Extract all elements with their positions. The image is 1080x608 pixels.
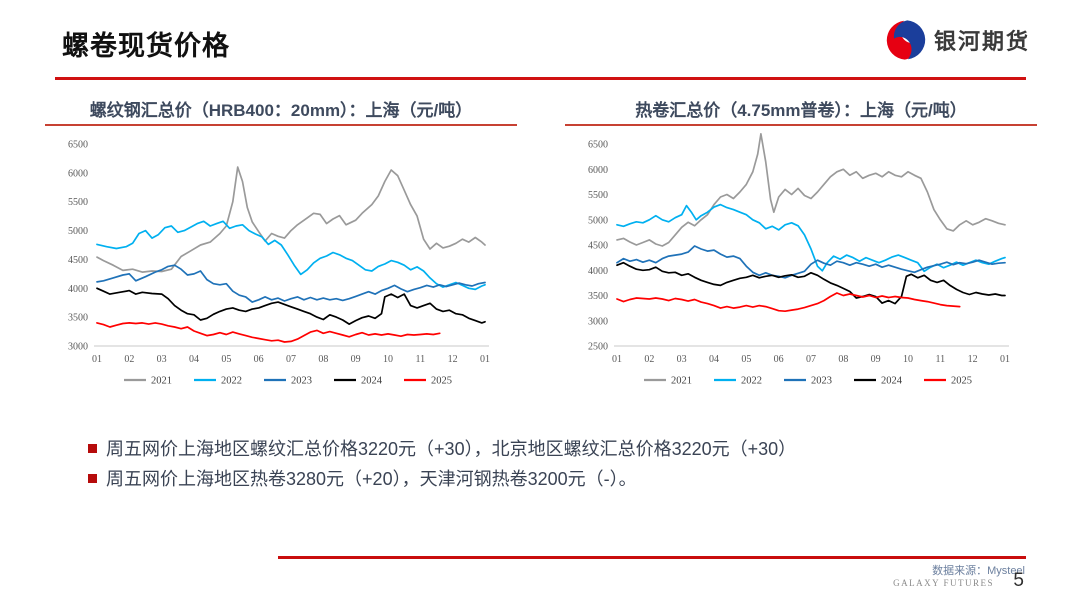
x-tick-label: 05 xyxy=(741,354,751,365)
series-line-2021 xyxy=(616,133,1006,247)
y-tick-label: 6000 xyxy=(68,168,88,179)
x-tick-label: 12 xyxy=(968,354,978,365)
data-source: 数据来源：Mysteel xyxy=(932,565,1025,577)
legend-label-2023: 2023 xyxy=(291,376,312,387)
bullet-rebar: 周五网价上海地区螺纹汇总价格3220元（+30），北京地区螺纹汇总价格3220元… xyxy=(88,434,998,464)
x-tick-label: 03 xyxy=(157,354,167,365)
x-tick-label: 12 xyxy=(448,354,458,365)
legend-label-2021: 2021 xyxy=(151,376,172,387)
x-tick-label: 08 xyxy=(318,354,328,365)
summary-bullets: 周五网价上海地区螺纹汇总价格3220元（+30），北京地区螺纹汇总价格3220元… xyxy=(88,434,998,494)
y-tick-label: 3500 xyxy=(68,313,88,324)
x-tick-label: 04 xyxy=(709,354,719,365)
legend-label-2025: 2025 xyxy=(431,376,452,387)
x-tick-label: 11 xyxy=(416,354,426,365)
header-rule xyxy=(55,77,1026,80)
series-line-2025 xyxy=(616,292,961,313)
x-tick-label: 06 xyxy=(254,354,264,365)
y-tick-label: 5000 xyxy=(588,215,608,226)
page-title: 螺卷现货价格 xyxy=(62,31,230,61)
chart-block-rebar: 螺纹钢汇总价（HRB400：20mm）：上海（元/吨） 3000 3500 4000… xyxy=(45,96,517,396)
series-line-2022 xyxy=(96,220,486,291)
x-tick-label: 03 xyxy=(677,354,687,365)
series-line-2025 xyxy=(96,322,441,343)
rebar-price-chart: 3000 3500 4000 4500 5000 5500 6000 6500 01 02 03 04… xyxy=(68,140,490,387)
x-tick-label: 01 xyxy=(92,354,102,365)
y-tick-label: 5500 xyxy=(68,197,88,208)
legend-label-2024: 2024 xyxy=(881,376,903,387)
series-line-2024 xyxy=(616,261,1006,305)
x-tick-label: 06 xyxy=(774,354,784,365)
galaxy-logo-text: 银河期货 xyxy=(933,29,1030,54)
x-tick-label: 01 xyxy=(612,354,622,365)
x-tick-label: 07 xyxy=(286,354,296,365)
bullet-hot-coil-text: 周五网价上海地区热卷3280元（+20），天津河钢热卷3200元（-）。 xyxy=(106,469,637,489)
x-tick-label: 05 xyxy=(221,354,231,365)
series-line-2022 xyxy=(616,203,1006,273)
bullet-square-icon xyxy=(88,444,97,453)
hot-coil-price-chart: 2500 3000 3500 4000 4500 5000 5500 6000 6500 01 02… xyxy=(588,133,1010,387)
y-tick-label: 6500 xyxy=(588,140,608,151)
legend-label-2022: 2022 xyxy=(741,376,762,387)
x-tick-label: 02 xyxy=(644,354,654,365)
x-tick-label: 04 xyxy=(189,354,199,365)
legend-label-2023: 2023 xyxy=(811,376,832,387)
y-tick-label: 3000 xyxy=(68,342,88,353)
series-line-2021 xyxy=(96,166,486,273)
footer-brand: GALAXY FUTURES xyxy=(893,578,994,588)
y-tick-label: 4000 xyxy=(588,266,608,277)
legend-label-2022: 2022 xyxy=(221,376,242,387)
charts-row: 螺纹钢汇总价（HRB400：20mm）：上海（元/吨） 3000 3500 4000… xyxy=(45,96,1037,396)
galaxy-logo: 银河期货 xyxy=(886,20,1030,60)
legend-label-2025: 2025 xyxy=(951,376,972,387)
x-tick-label: 01 xyxy=(480,354,490,365)
legend-label-2024: 2024 xyxy=(361,376,383,387)
bullet-square-icon xyxy=(88,474,97,483)
x-tick-label: 08 xyxy=(838,354,848,365)
series-line-2023 xyxy=(96,264,486,303)
y-tick-label: 6000 xyxy=(588,165,608,176)
chart-title-rebar: 螺纹钢汇总价（HRB400：20mm）：上海（元/吨） xyxy=(45,96,517,126)
y-tick-label: 4500 xyxy=(588,241,608,252)
galaxy-logo-icon xyxy=(886,20,926,60)
page-number: 5 xyxy=(1013,570,1024,591)
x-tick-label: 10 xyxy=(383,354,393,365)
y-tick-label: 5500 xyxy=(588,190,608,201)
x-tick-label: 07 xyxy=(806,354,816,365)
y-tick-label: 5000 xyxy=(68,226,88,237)
x-tick-label: 09 xyxy=(351,354,361,365)
series-line-2024 xyxy=(96,287,486,325)
footer-rule xyxy=(278,556,1026,559)
x-tick-label: 10 xyxy=(903,354,913,365)
y-tick-label: 3000 xyxy=(588,316,608,327)
chart-block-hot-coil: 热卷汇总价（4.75mm普卷）：上海（元/吨） 2500 3000 3500 4000… xyxy=(565,96,1037,396)
legend-label-2021: 2021 xyxy=(671,376,692,387)
bullet-hot-coil: 周五网价上海地区热卷3280元（+20），天津河钢热卷3200元（-）。 xyxy=(88,464,998,494)
y-tick-label: 3500 xyxy=(588,291,608,302)
series-line-2023 xyxy=(616,245,1006,279)
y-tick-label: 4500 xyxy=(68,255,88,266)
x-tick-label: 11 xyxy=(936,354,946,365)
y-tick-label: 4000 xyxy=(68,284,88,295)
chart-title-hot-coil: 热卷汇总价（4.75mm普卷）：上海（元/吨） xyxy=(565,96,1037,126)
y-tick-label: 2500 xyxy=(588,342,608,353)
x-tick-label: 02 xyxy=(124,354,134,365)
y-tick-label: 6500 xyxy=(68,140,88,151)
bullet-rebar-text: 周五网价上海地区螺纹汇总价格3220元（+30），北京地区螺纹汇总价格3220元… xyxy=(106,439,797,459)
x-tick-label: 09 xyxy=(871,354,881,365)
x-tick-label: 01 xyxy=(1000,354,1010,365)
